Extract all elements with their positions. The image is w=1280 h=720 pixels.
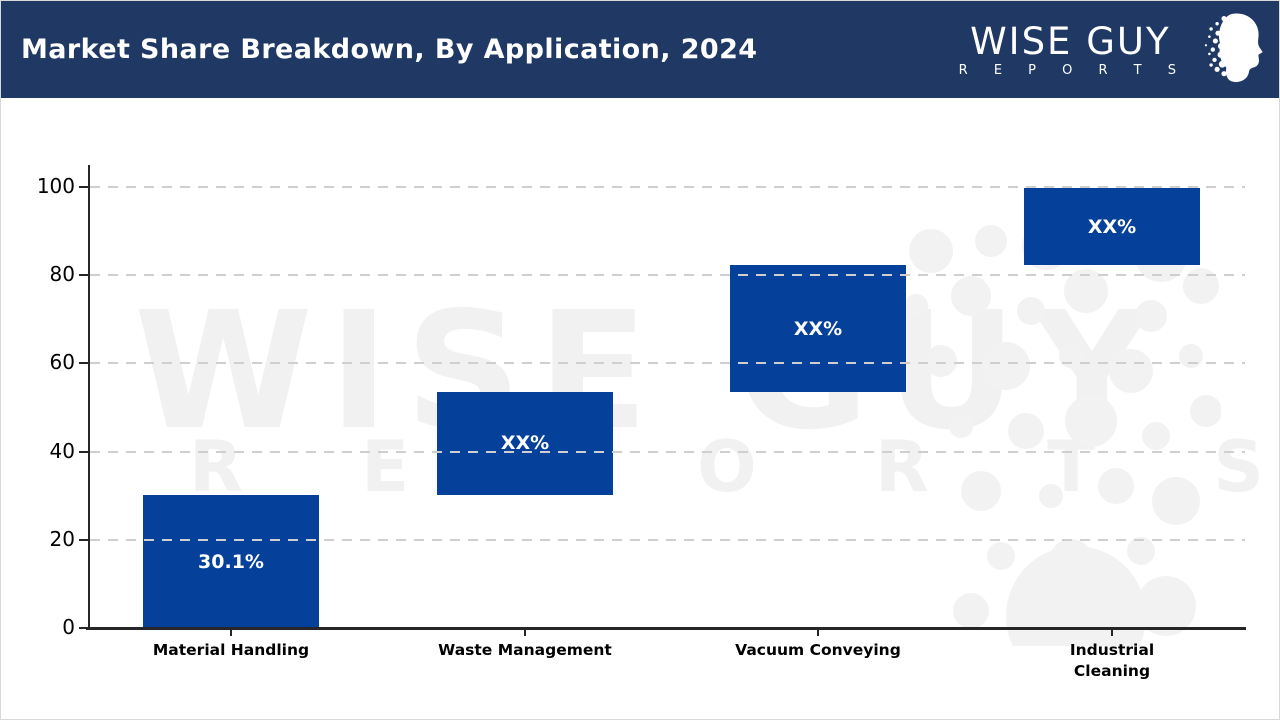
y-tick-mark <box>79 362 88 365</box>
gridline <box>90 362 1245 365</box>
x-tick-label: Material Handling <box>152 641 310 659</box>
x-axis <box>86 627 1246 630</box>
x-tick-mark <box>817 630 819 636</box>
bar-label: 30.1% <box>198 550 264 573</box>
brand-logo: WISE GUY R E P O R T S <box>954 8 1267 92</box>
y-tick-label: 100 <box>36 174 75 198</box>
logo-face-icon <box>1204 13 1263 83</box>
x-tick-label: Vacuum Conveying <box>735 641 901 659</box>
bar <box>437 391 613 496</box>
x-tick-mark <box>230 630 232 636</box>
y-tick-mark <box>79 274 88 277</box>
bar <box>730 265 906 392</box>
y-axis <box>88 165 90 630</box>
logo-wordmark: WISE GUY <box>970 19 1171 63</box>
y-tick-mark <box>79 186 88 188</box>
y-tick-label: 40 <box>49 438 75 463</box>
y-tick-mark <box>79 450 88 453</box>
x-tick-label: Waste Management <box>438 641 612 659</box>
bar-label: XX% <box>500 432 550 455</box>
page-title: Market Share Breakdown, By Application, … <box>21 34 758 65</box>
bar-label: XX% <box>793 317 843 340</box>
bar <box>143 495 319 628</box>
gridline <box>90 186 1245 188</box>
y-tick-mark <box>79 627 88 629</box>
watermark-wordmark: WISE GUY <box>134 278 1167 466</box>
x-tick-mark <box>524 630 526 636</box>
y-tick-label: 0 <box>62 615 75 639</box>
y-tick-label: 80 <box>49 262 75 287</box>
y-tick-mark <box>79 538 88 541</box>
x-tick-label: Industrial Cleaning <box>1069 641 1155 680</box>
bar <box>1024 187 1200 266</box>
bar-label: XX% <box>1087 215 1137 238</box>
gridline <box>90 538 1245 541</box>
logo-subtext: R E P O R T S <box>958 62 1187 78</box>
gridline <box>90 450 1245 453</box>
y-tick-label: 20 <box>49 526 75 551</box>
header-bar: Market Share Breakdown, By Application, … <box>1 1 1279 98</box>
y-tick-label: 60 <box>49 350 75 375</box>
gridline <box>90 274 1245 277</box>
x-tick-mark <box>1111 630 1113 636</box>
